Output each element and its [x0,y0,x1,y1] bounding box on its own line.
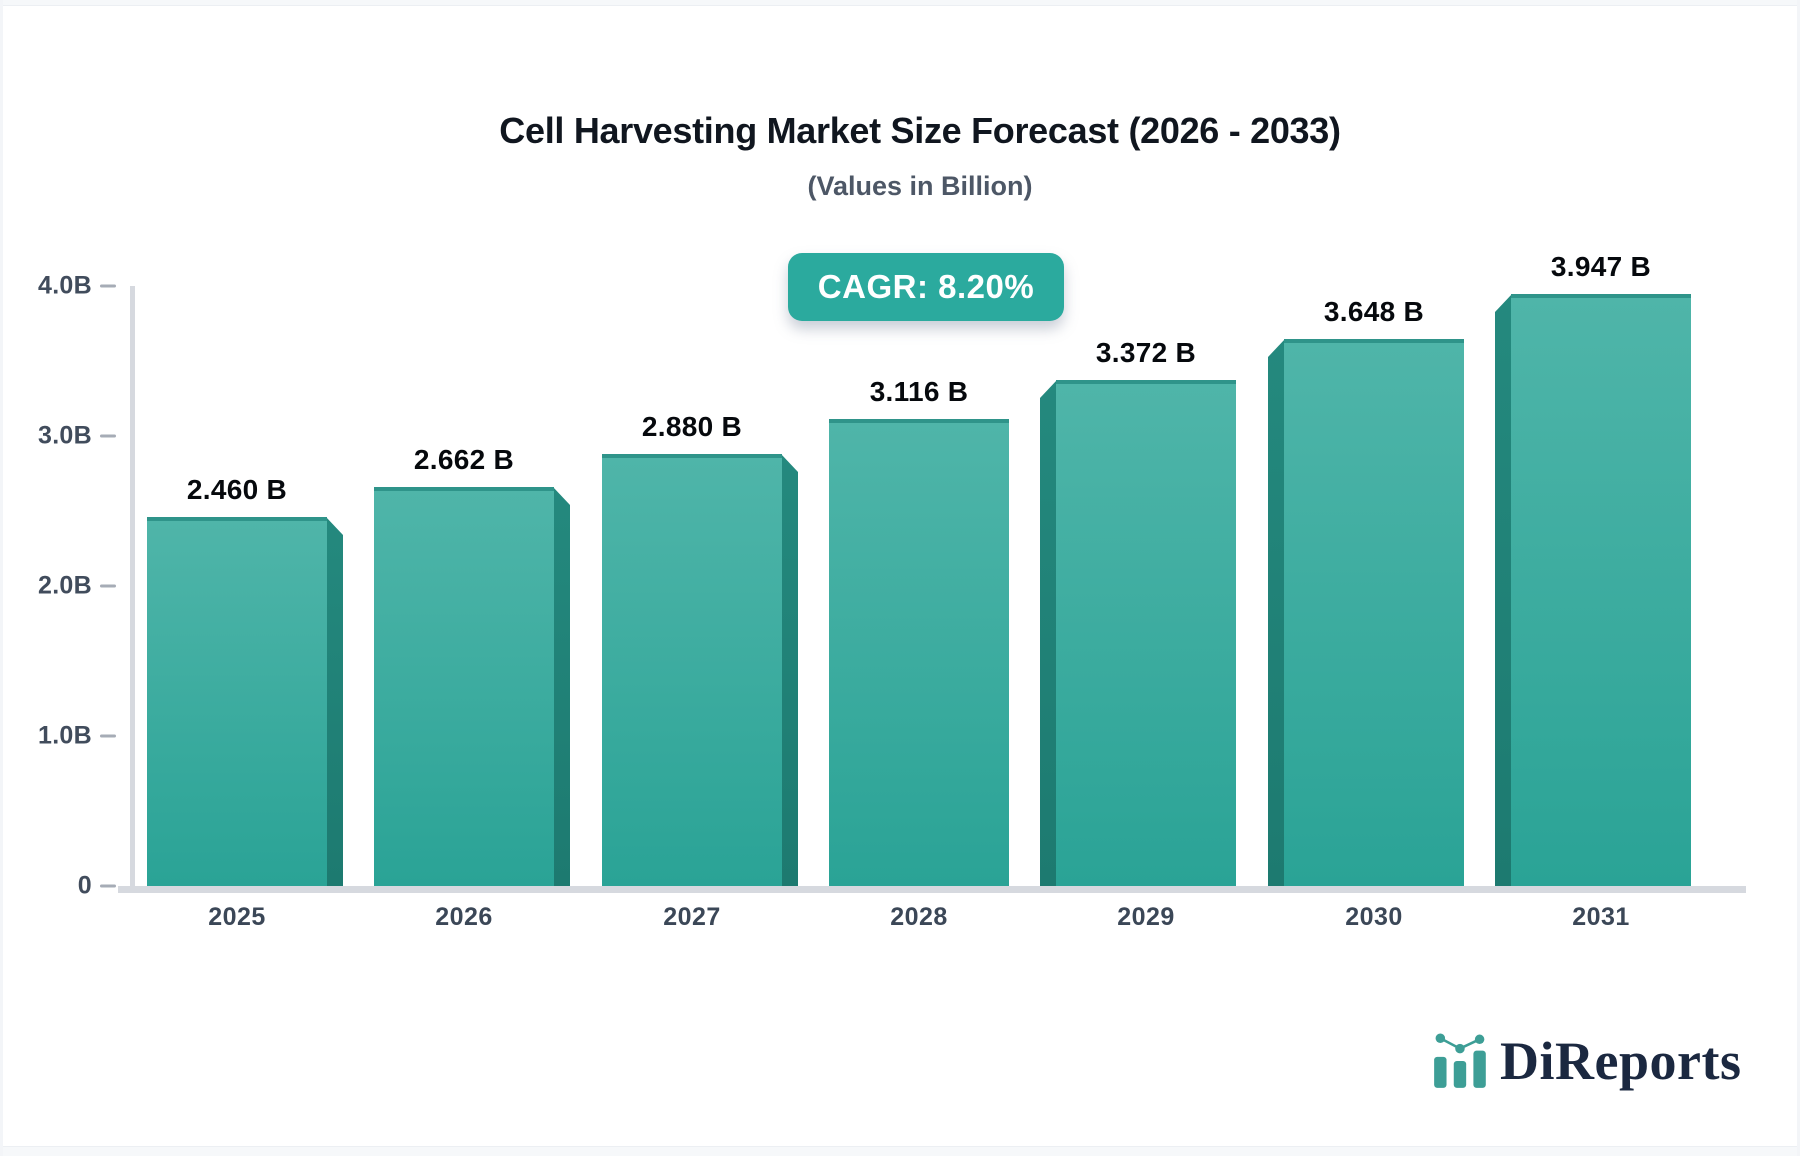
bar-value-label-2026: 2.662 B [413,444,515,475]
bar-2030 [1284,339,1464,886]
bar-2027 [602,454,782,886]
bar-side-3d-2029 [1040,380,1057,886]
bar-side-3d-2026 [553,487,570,886]
y-tick-label-2.0B: 2.0B [37,571,92,600]
page-edge-left [0,0,3,1156]
bar-2028 [829,419,1009,886]
bar-2025 [147,517,327,886]
bar-2029 [1056,380,1236,886]
x-axis-label-2028: 2028 [890,903,948,931]
x-axis-label-2031: 2031 [1572,903,1630,931]
bar-side-3d-2030 [1268,339,1285,886]
x-axis-label-2030: 2030 [1345,903,1403,931]
bar-side-3d-2031 [1495,294,1512,886]
y-tick-label-4.0B: 4.0B [37,271,92,300]
y-tick-label-3.0B: 3.0B [37,421,92,450]
y-tick-label-0: 0 [77,871,92,900]
bar-side-3d-2025 [326,517,343,886]
cagr-badge: CAGR: 8.20% [788,253,1064,321]
y-tick-mark-2.0B [100,584,116,588]
x-axis-label-2027: 2027 [663,903,721,931]
page-edge-bottom [0,1146,1800,1156]
direports-logo: DiReports [1430,1030,1741,1092]
chart-title: Cell Harvesting Market Size Forecast (20… [499,110,1341,151]
bar-value-label-2029: 3.372 B [1095,337,1197,368]
page-edge-top [0,0,1800,6]
page-edge-right [1797,0,1800,1156]
bar-value-label-2027: 2.880 B [641,411,743,442]
x-axis-baseline [118,886,1746,893]
y-tick-mark-3.0B [100,434,116,438]
y-tick-mark-1.0B [100,734,116,738]
bar-2026 [374,487,554,886]
bar-value-label-2025: 2.460 B [186,474,288,505]
x-axis-label-2025: 2025 [208,903,266,931]
direports-logo-text: DiReports [1500,1031,1742,1091]
y-tick-mark-4.0B [100,284,116,288]
y-axis-line [130,286,135,886]
bar-2031 [1511,294,1691,886]
chart-subtitle: (Values in Billion) [807,171,1033,201]
bar-value-label-2030: 3.648 B [1323,296,1425,327]
y-tick-mark-0 [100,884,116,888]
x-axis-label-2029: 2029 [1117,903,1175,931]
x-axis-label-2026: 2026 [435,903,493,931]
bar-value-label-2028: 3.116 B [869,376,969,407]
mini-bar-chart-logo-icon [1434,1033,1486,1088]
cagr-badge-label: CAGR: 8.20% [817,268,1035,305]
bar-side-3d-2027 [781,454,798,886]
y-tick-label-1.0B: 1.0B [37,721,92,750]
bar-value-label-2031: 3.947 B [1550,251,1652,282]
